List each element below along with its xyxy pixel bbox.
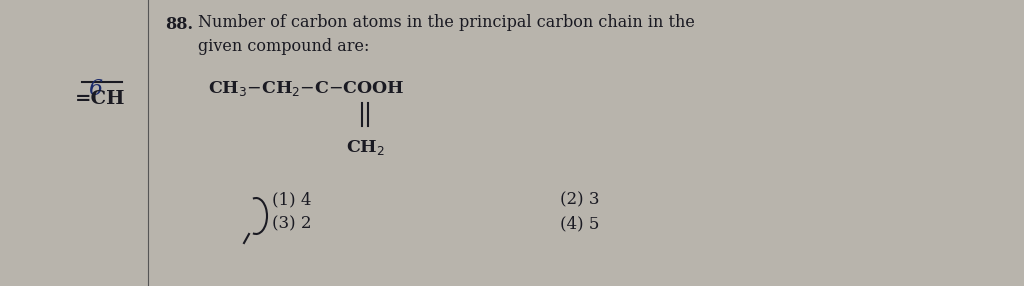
Text: Number of carbon atoms in the principal carbon chain in the: Number of carbon atoms in the principal …: [198, 14, 695, 31]
Text: (4) 5: (4) 5: [560, 215, 599, 233]
Text: (1) 4: (1) 4: [272, 192, 311, 208]
Text: CH$_2$: CH$_2$: [345, 138, 384, 157]
Text: (2) 3: (2) 3: [560, 192, 599, 208]
Text: 6: 6: [88, 78, 102, 100]
Text: 88.: 88.: [165, 16, 193, 33]
Text: =CH: =CH: [75, 90, 126, 108]
Text: given compound are:: given compound are:: [198, 38, 370, 55]
Text: CH$_3$$-$CH$_2$$-$C$-$COOH: CH$_3$$-$CH$_2$$-$C$-$COOH: [208, 78, 404, 98]
Text: (3) 2: (3) 2: [272, 215, 311, 233]
